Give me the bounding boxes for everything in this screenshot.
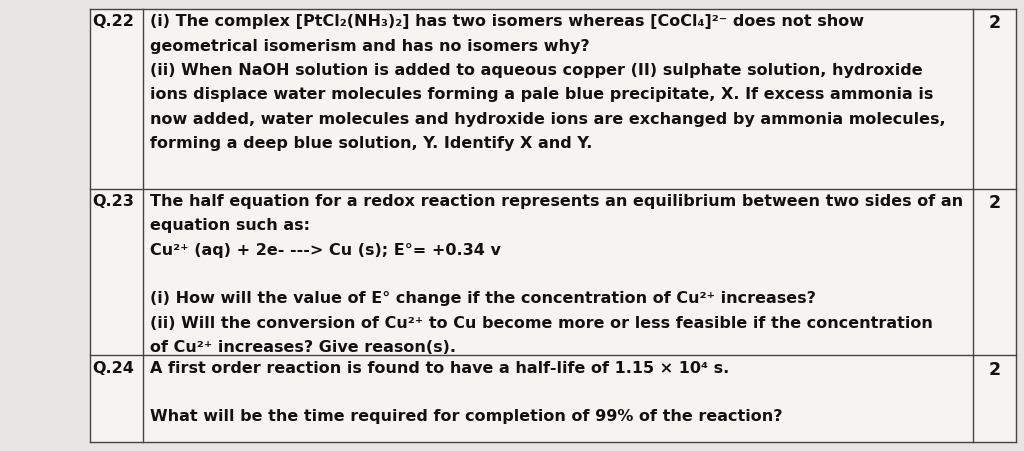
Text: forming a deep blue solution, Y. Identify X and Y.: forming a deep blue solution, Y. Identif… <box>150 136 592 151</box>
Text: A first order reaction is found to have a half-life of 1.15 × 10⁴ s.: A first order reaction is found to have … <box>150 361 729 376</box>
Text: (ii) Will the conversion of Cu²⁺ to Cu become more or less feasible if the conce: (ii) Will the conversion of Cu²⁺ to Cu b… <box>150 316 933 331</box>
Text: geometrical isomerism and has no isomers why?: geometrical isomerism and has no isomers… <box>150 39 589 54</box>
Text: Q.23: Q.23 <box>92 194 134 209</box>
Text: now added, water molecules and hydroxide ions are exchanged by ammonia molecules: now added, water molecules and hydroxide… <box>150 112 945 127</box>
Text: Cu²⁺ (aq) + 2e- ---> Cu (s); E°= +0.34 v: Cu²⁺ (aq) + 2e- ---> Cu (s); E°= +0.34 v <box>150 243 501 258</box>
Text: Q.24: Q.24 <box>92 361 134 376</box>
Text: 2: 2 <box>988 194 1000 212</box>
Text: ions displace water molecules forming a pale blue precipitate, X. If excess ammo: ions displace water molecules forming a … <box>150 87 933 102</box>
Text: (ii) When NaOH solution is added to aqueous copper (II) sulphate solution, hydro: (ii) When NaOH solution is added to aque… <box>150 63 923 78</box>
Text: equation such as:: equation such as: <box>150 218 309 234</box>
Text: (i) The complex [PtCl₂(NH₃)₂] has two isomers whereas [CoCl₄]²⁻ does not show: (i) The complex [PtCl₂(NH₃)₂] has two is… <box>150 14 863 29</box>
Text: The half equation for a redox reaction represents an equilibrium between two sid: The half equation for a redox reaction r… <box>150 194 963 209</box>
Text: (i) How will the value of E° change if the concentration of Cu²⁺ increases?: (i) How will the value of E° change if t… <box>150 291 815 306</box>
Text: 2: 2 <box>988 14 1000 32</box>
Text: 2: 2 <box>988 361 1000 379</box>
Text: Q.22: Q.22 <box>92 14 134 29</box>
Text: What will be the time required for completion of 99% of the reaction?: What will be the time required for compl… <box>150 410 782 424</box>
Text: of Cu²⁺ increases? Give reason(s).: of Cu²⁺ increases? Give reason(s). <box>150 340 456 355</box>
